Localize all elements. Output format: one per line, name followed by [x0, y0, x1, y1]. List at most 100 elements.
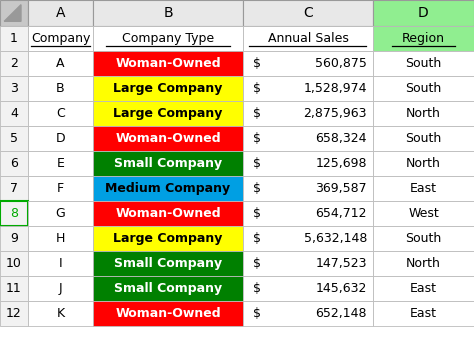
- Text: 9: 9: [10, 232, 18, 245]
- Bar: [373, 0, 474, 26]
- Bar: [0, 301, 28, 326]
- Text: Woman-Owned: Woman-Owned: [115, 57, 221, 70]
- Text: 1: 1: [10, 32, 18, 45]
- Text: $: $: [253, 157, 261, 170]
- Bar: [28, 226, 93, 251]
- Text: C: C: [56, 107, 65, 120]
- Text: 7: 7: [10, 182, 18, 195]
- Text: $: $: [253, 82, 261, 95]
- Bar: [243, 226, 373, 251]
- Bar: [28, 276, 93, 301]
- Text: I: I: [59, 257, 62, 270]
- Text: Woman-Owned: Woman-Owned: [115, 307, 221, 320]
- Text: 1,528,974: 1,528,974: [303, 82, 367, 95]
- Bar: [0, 51, 28, 76]
- Bar: [243, 201, 373, 226]
- Text: 10: 10: [6, 257, 22, 270]
- Bar: [93, 76, 243, 101]
- Bar: [93, 226, 243, 251]
- Polygon shape: [4, 5, 21, 21]
- Text: B: B: [163, 6, 173, 20]
- Bar: [0, 76, 28, 101]
- Bar: [0, 101, 28, 126]
- Text: E: E: [56, 157, 64, 170]
- Bar: [243, 0, 373, 26]
- Text: 8: 8: [10, 207, 18, 220]
- Text: Small Company: Small Company: [114, 282, 222, 295]
- Bar: [28, 201, 93, 226]
- Text: 5: 5: [10, 132, 18, 145]
- Text: Woman-Owned: Woman-Owned: [115, 207, 221, 220]
- Text: Medium Company: Medium Company: [105, 182, 230, 195]
- Text: 125,698: 125,698: [316, 157, 367, 170]
- Text: $: $: [253, 107, 261, 120]
- Bar: [93, 301, 243, 326]
- Text: West: West: [408, 207, 439, 220]
- Text: Large Company: Large Company: [113, 107, 223, 120]
- Bar: [93, 251, 243, 276]
- Text: 652,148: 652,148: [316, 307, 367, 320]
- Bar: [28, 26, 93, 51]
- Bar: [0, 151, 28, 176]
- Bar: [373, 76, 474, 101]
- Text: 147,523: 147,523: [316, 257, 367, 270]
- Text: D: D: [55, 132, 65, 145]
- Text: B: B: [56, 82, 65, 95]
- Bar: [28, 76, 93, 101]
- Bar: [28, 101, 93, 126]
- Bar: [0, 26, 28, 51]
- Text: $: $: [253, 207, 261, 220]
- Text: South: South: [405, 232, 442, 245]
- Text: Woman-Owned: Woman-Owned: [115, 132, 221, 145]
- Text: G: G: [55, 207, 65, 220]
- Bar: [373, 151, 474, 176]
- Text: Annual Sales: Annual Sales: [267, 32, 348, 45]
- Bar: [0, 276, 28, 301]
- Bar: [373, 26, 474, 51]
- Text: $: $: [253, 232, 261, 245]
- Bar: [28, 51, 93, 76]
- Bar: [373, 301, 474, 326]
- Text: A: A: [56, 6, 65, 20]
- Text: 5,632,148: 5,632,148: [304, 232, 367, 245]
- Text: $: $: [253, 282, 261, 295]
- Text: $: $: [253, 307, 261, 320]
- Text: 369,587: 369,587: [315, 182, 367, 195]
- Text: 658,324: 658,324: [316, 132, 367, 145]
- Bar: [243, 101, 373, 126]
- Bar: [373, 176, 474, 201]
- Text: $: $: [253, 132, 261, 145]
- Bar: [0, 126, 28, 151]
- Text: C: C: [303, 6, 313, 20]
- Text: Small Company: Small Company: [114, 157, 222, 170]
- Bar: [243, 276, 373, 301]
- Text: Large Company: Large Company: [113, 232, 223, 245]
- Text: $: $: [253, 57, 261, 70]
- Text: 2: 2: [10, 57, 18, 70]
- Bar: [0, 0, 28, 26]
- Bar: [373, 276, 474, 301]
- Bar: [28, 176, 93, 201]
- Bar: [0, 201, 28, 226]
- Bar: [243, 76, 373, 101]
- Bar: [243, 126, 373, 151]
- Bar: [373, 251, 474, 276]
- Text: K: K: [56, 307, 64, 320]
- Text: Small Company: Small Company: [114, 257, 222, 270]
- Text: H: H: [56, 232, 65, 245]
- Text: East: East: [410, 182, 437, 195]
- Bar: [373, 101, 474, 126]
- Bar: [28, 151, 93, 176]
- Text: North: North: [406, 257, 441, 270]
- Text: South: South: [405, 57, 442, 70]
- Bar: [93, 176, 243, 201]
- Text: J: J: [59, 282, 62, 295]
- Bar: [93, 126, 243, 151]
- Text: D: D: [418, 6, 429, 20]
- Bar: [373, 201, 474, 226]
- Bar: [93, 151, 243, 176]
- Bar: [243, 176, 373, 201]
- Bar: [0, 251, 28, 276]
- Text: Company: Company: [31, 32, 90, 45]
- Text: North: North: [406, 107, 441, 120]
